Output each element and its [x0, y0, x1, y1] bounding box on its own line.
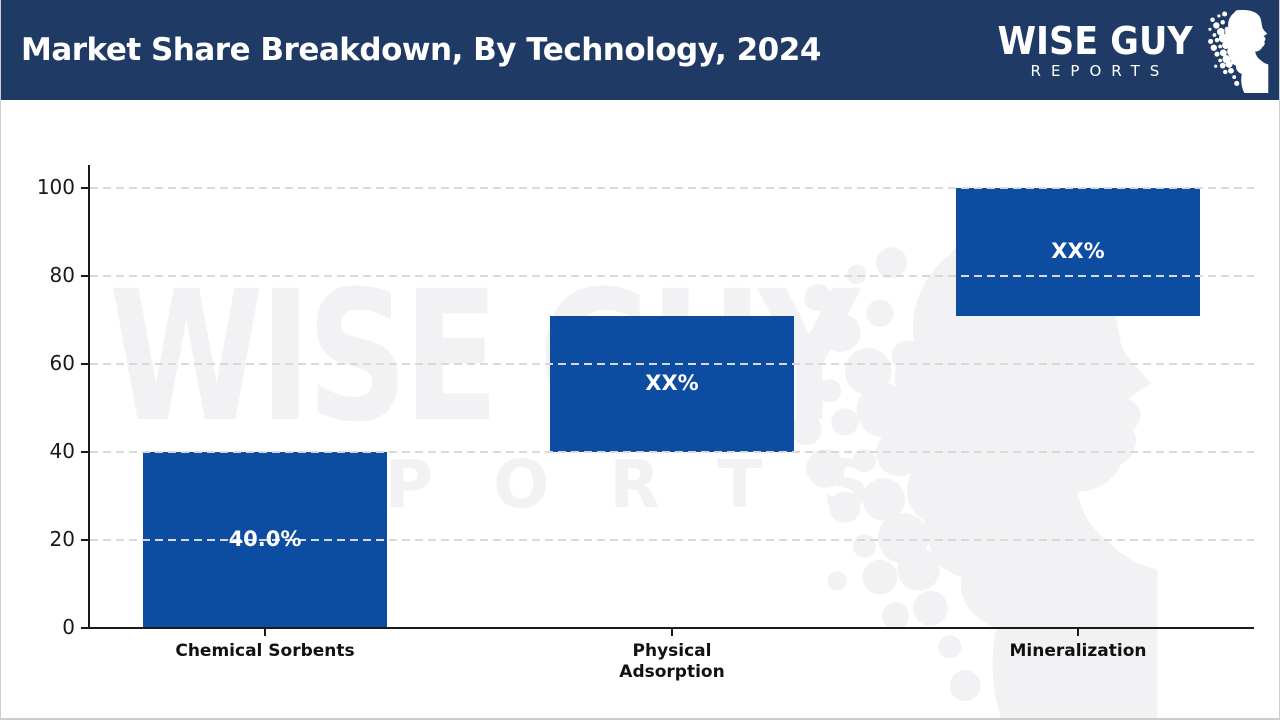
y-tick-60 [81, 363, 89, 365]
y-axis-line [88, 165, 90, 629]
header: Market Share Breakdown, By Technology, 2… [1, 0, 1279, 100]
bar-value-label: XX% [645, 370, 699, 395]
gridline-80 [90, 275, 1254, 277]
y-tick-label-20: 20 [49, 527, 75, 551]
x-category-label-line: Mineralization [1009, 641, 1147, 661]
y-tick-label-60: 60 [49, 351, 75, 375]
gridline-20 [90, 539, 1254, 541]
y-tick-40 [81, 451, 89, 453]
y-tick-label-0: 0 [62, 615, 75, 639]
bar-segment [550, 315, 794, 452]
gridline-60 [90, 363, 1254, 365]
logo-text-wiseguy: WISE GUY [997, 18, 1193, 63]
wiseguy-logo: WISE GUY REPORTS [989, 7, 1271, 93]
plot-area: WISE GUY REPORTS 0 20 40 60 80 100 40.0% Chemic… [1, 100, 1279, 718]
x-tick [264, 629, 266, 636]
x-category-label-line: Chemical Sorbents [175, 641, 355, 661]
x-tick [671, 629, 673, 636]
bar-segment [956, 188, 1200, 316]
y-tick-label-100: 100 [36, 175, 75, 199]
y-tick-label-40: 40 [49, 439, 75, 463]
y-tick-0 [81, 627, 89, 629]
logo-face-icon [1208, 9, 1269, 93]
bar-value-label: 40.0% [228, 527, 302, 551]
y-tick-80 [81, 275, 89, 277]
x-category-label-line: Physical [632, 641, 712, 661]
gridline-40 [90, 451, 1254, 453]
x-category-label: Physical Adsorption [542, 641, 802, 683]
x-category-label-line: Adsorption [619, 662, 725, 682]
y-tick-20 [81, 539, 89, 541]
x-tick [1077, 629, 1079, 636]
y-tick-100 [81, 187, 89, 189]
gridline-100 [90, 187, 1254, 189]
x-category-label: Mineralization [948, 641, 1208, 662]
logo-text-reports: REPORTS [1030, 61, 1170, 80]
logo-wordmark: WISE GUY REPORTS [989, 22, 1201, 79]
y-tick-label-80: 80 [49, 263, 75, 287]
chart-title: Market Share Breakdown, By Technology, 2… [21, 32, 821, 68]
x-category-label: Chemical Sorbents [135, 641, 395, 662]
bar-value-label: XX% [1051, 238, 1105, 263]
x-axis-line [88, 627, 1254, 629]
